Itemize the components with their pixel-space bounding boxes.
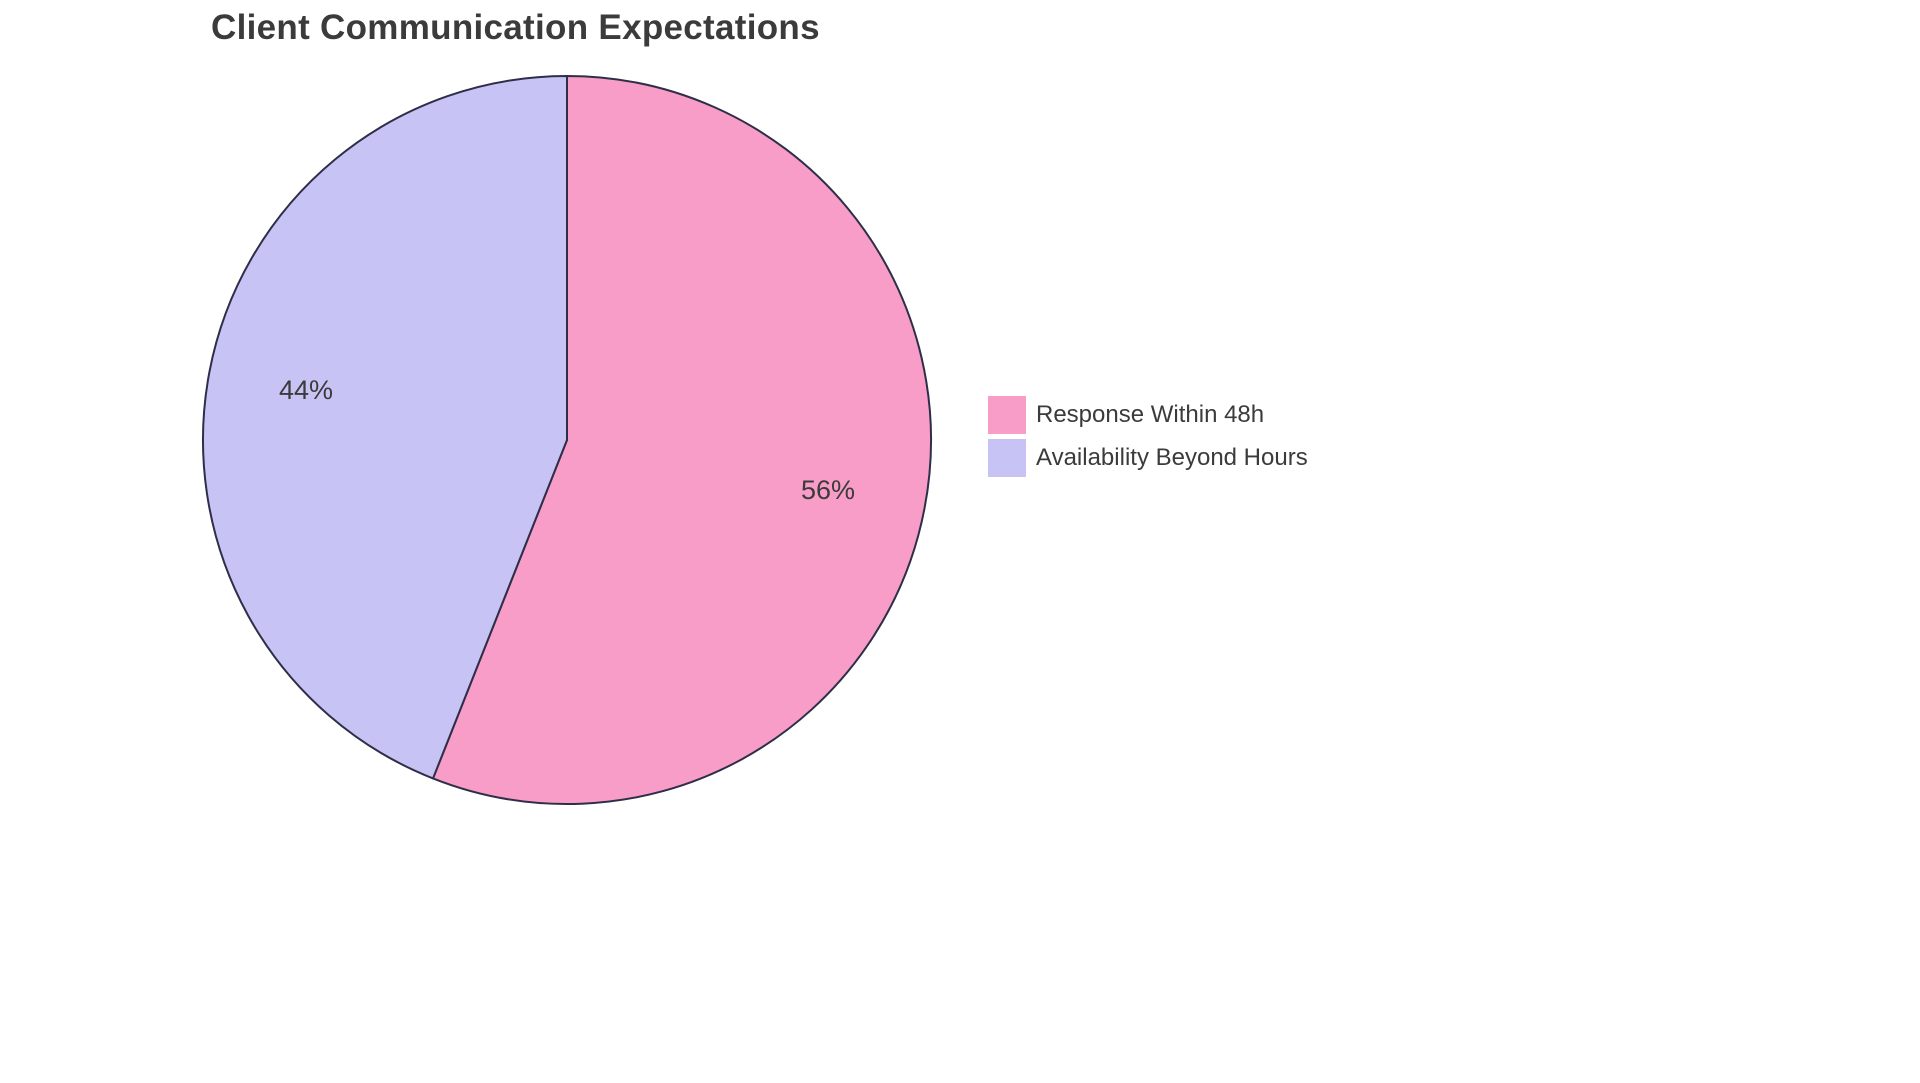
legend-swatch-1	[988, 439, 1026, 477]
pie-slice-1	[202, 75, 568, 780]
legend-item-0: Response Within 48h	[988, 396, 1308, 434]
chart-legend: Response Within 48h Availability Beyond H…	[988, 396, 1308, 477]
chart-title: Client Communication Expectations	[211, 8, 820, 47]
legend-label-0: Response Within 48h	[1036, 401, 1265, 428]
pie-slice-label-0: 56%	[801, 475, 855, 505]
pie-slice-0	[432, 75, 932, 805]
pie-slice-label-1: 44%	[279, 375, 333, 405]
legend-item-1: Availability Beyond Hours	[988, 439, 1308, 477]
legend-swatch-0	[988, 396, 1026, 434]
legend-label-1: Availability Beyond Hours	[1036, 444, 1308, 471]
